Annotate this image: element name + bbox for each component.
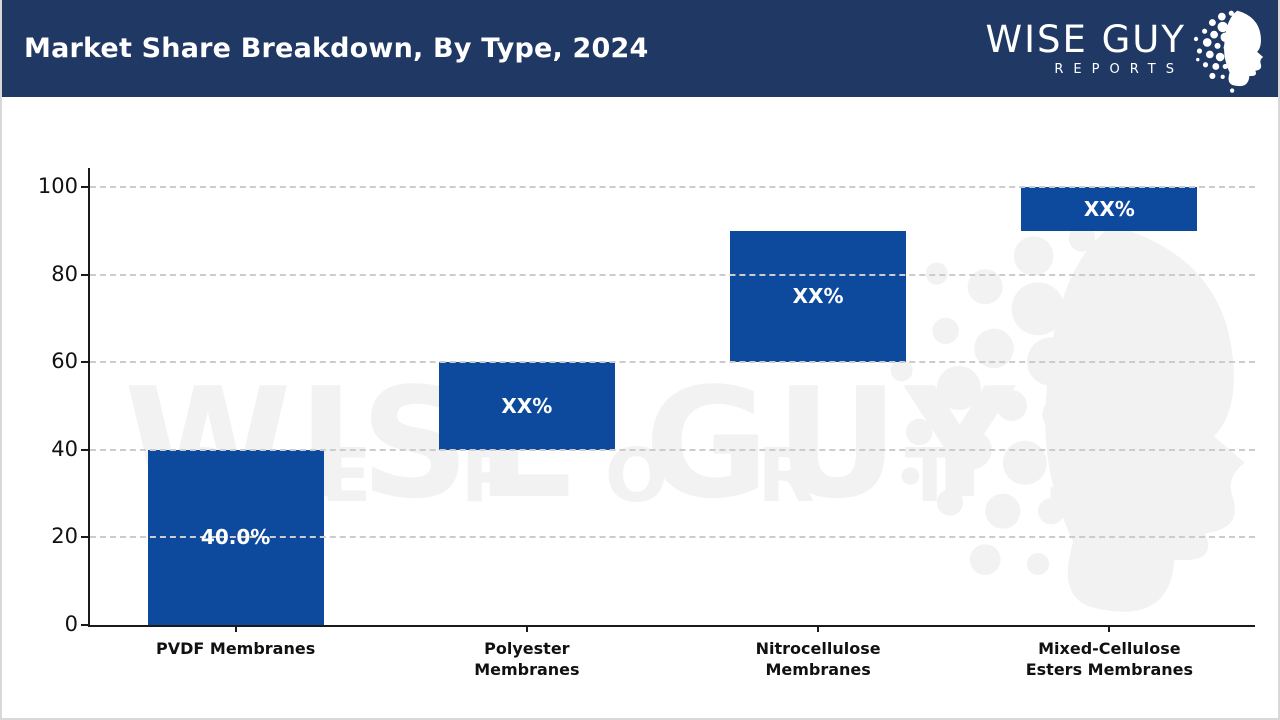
- bar-value-label: XX%: [1083, 196, 1135, 221]
- bar-3: [730, 230, 907, 363]
- gridline-100: [90, 186, 1255, 188]
- x-tick-4: [1108, 625, 1111, 632]
- x-axis-label-line: Mixed-Cellulose: [1038, 639, 1181, 658]
- x-tick-1: [234, 625, 237, 632]
- chart-area: WISE GUY R E P O R T S 0 20 40 60 80 100 40.0%…: [2, 97, 1278, 718]
- logo-subtitle: REPORTS: [1054, 61, 1184, 77]
- y-tick-label-60: 60: [51, 349, 78, 374]
- y-tick-0: [81, 624, 88, 626]
- gridline-40: [90, 448, 1255, 451]
- logo-wordmark: WISE GUY: [985, 17, 1186, 61]
- x-axis-label: PVDF Membranes: [86, 638, 386, 659]
- y-tick-100: [81, 186, 88, 188]
- x-axis-label-line: Esters Membranes: [1025, 660, 1194, 679]
- y-tick-40: [81, 448, 88, 451]
- x-axis-label-line: Membranes: [765, 660, 871, 679]
- bar-value-label: 40.0%: [200, 525, 271, 550]
- y-tick-20: [81, 536, 88, 539]
- bar-value-label: XX%: [792, 284, 844, 309]
- y-tick-label-40: 40: [51, 436, 78, 461]
- y-tick-label-100: 100: [37, 174, 78, 198]
- y-tick-60: [81, 361, 88, 364]
- y-axis-line: [88, 168, 90, 627]
- y-tick-label-80: 80: [51, 261, 78, 286]
- header-bar: Market Share Breakdown, By Type, 2024 WI…: [2, 0, 1278, 97]
- gridline-80: [90, 273, 1255, 276]
- x-axis-label: Nitrocellulose Membranes: [668, 638, 968, 680]
- y-tick-label-20: 20: [51, 524, 78, 549]
- x-tick-2: [525, 625, 528, 632]
- x-axis-label-line: Membranes: [474, 660, 580, 679]
- x-axis-label: Mixed-Cellulose Esters Membranes: [959, 638, 1259, 680]
- y-tick-label-0: 0: [64, 612, 78, 636]
- gridline-60: [90, 361, 1255, 364]
- bar-2: [438, 362, 615, 450]
- x-tick-3: [817, 625, 820, 632]
- x-axis-label-line: PVDF Membranes: [156, 639, 316, 658]
- page-title: Market Share Breakdown, By Type, 2024: [24, 33, 649, 64]
- x-axis-label-line: Polyester: [484, 639, 570, 658]
- bar-value-label: XX%: [501, 393, 553, 418]
- x-axis-label: Polyester Membranes: [377, 638, 677, 680]
- wise-guy-logo: WISE GUY REPORTS: [985, 6, 1264, 93]
- dotted-head-icon: [1193, 10, 1264, 93]
- x-axis-label-line: Nitrocellulose: [755, 639, 881, 658]
- gridline-20: [90, 536, 1255, 539]
- x-axis-line: [88, 625, 1255, 627]
- y-tick-80: [81, 273, 88, 276]
- bar-4: [1021, 187, 1198, 231]
